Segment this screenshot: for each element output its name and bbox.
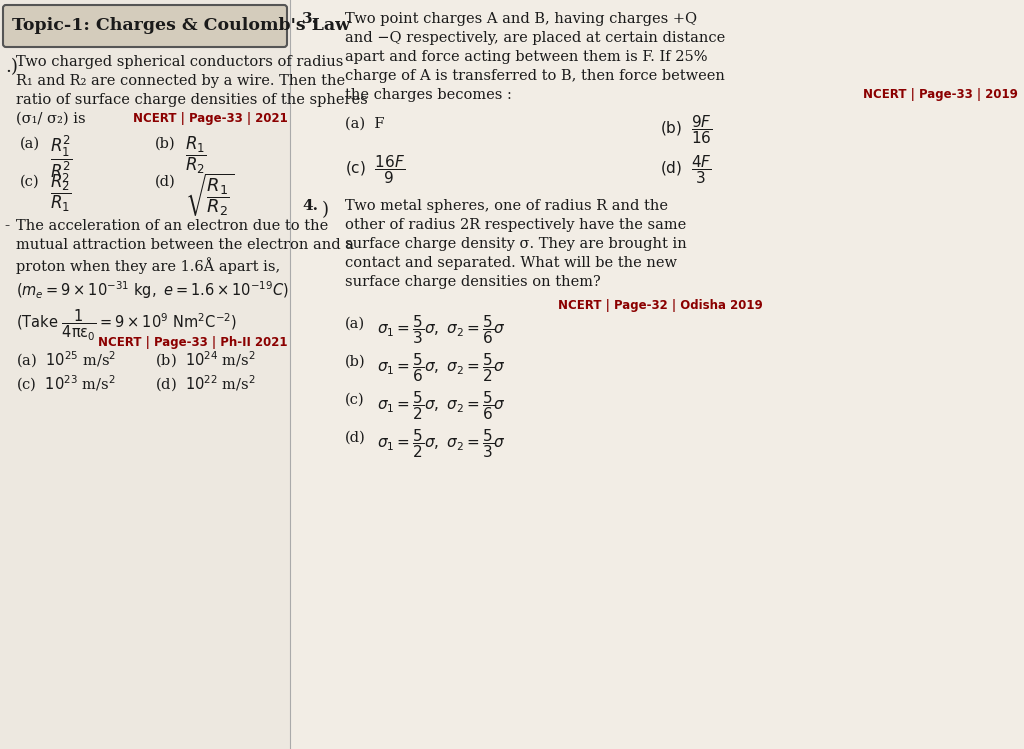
Text: NCERT | Page-33 | 2021: NCERT | Page-33 | 2021	[133, 112, 288, 125]
Text: Two point charges A and B, having charges +Q: Two point charges A and B, having charge…	[345, 12, 697, 26]
Text: apart and force acting between them is F. If 25%: apart and force acting between them is F…	[345, 50, 708, 64]
Text: (b): (b)	[155, 137, 176, 151]
Text: $\sqrt{\dfrac{R_1}{R_2}}$: $\sqrt{\dfrac{R_1}{R_2}}$	[185, 171, 234, 218]
Text: contact and separated. What will be the new: contact and separated. What will be the …	[345, 256, 677, 270]
Text: surface charge density σ. They are brought in: surface charge density σ. They are broug…	[345, 237, 687, 251]
Text: 4.: 4.	[302, 199, 318, 213]
Text: other of radius 2R respectively have the same: other of radius 2R respectively have the…	[345, 218, 686, 232]
Text: $\dfrac{R_1^2}{R_2^2}$: $\dfrac{R_1^2}{R_2^2}$	[50, 134, 73, 186]
Text: (c): (c)	[20, 175, 40, 189]
Text: $\sigma_1 = \dfrac{5}{6}\sigma,\ \sigma_2 = \dfrac{5}{2}\sigma$: $\sigma_1 = \dfrac{5}{6}\sigma,\ \sigma_…	[377, 351, 506, 383]
Bar	[0, 0, 290, 749]
Text: .): .)	[5, 58, 17, 76]
Text: Two metal spheres, one of radius R and the: Two metal spheres, one of radius R and t…	[345, 199, 668, 213]
Text: 3.: 3.	[302, 12, 318, 26]
Text: (b)  $10^{24}$ m/s$^2$: (b) $10^{24}$ m/s$^2$	[155, 350, 256, 371]
Text: (c): (c)	[345, 393, 365, 407]
Text: mutual attraction between the electron and a: mutual attraction between the electron a…	[16, 238, 354, 252]
Text: NCERT | Page-33 | 2019: NCERT | Page-33 | 2019	[863, 88, 1018, 101]
Text: $\dfrac{R_1}{R_2}$: $\dfrac{R_1}{R_2}$	[185, 135, 207, 176]
Text: NCERT | Page-33 | Ph-II 2021: NCERT | Page-33 | Ph-II 2021	[98, 336, 288, 349]
Text: (a): (a)	[20, 137, 40, 151]
Text: (d)  $\dfrac{4F}{3}$: (d) $\dfrac{4F}{3}$	[660, 153, 712, 186]
Text: R₁ and R₂ are connected by a wire. Then the: R₁ and R₂ are connected by a wire. Then …	[16, 74, 345, 88]
Text: (a): (a)	[345, 317, 366, 331]
Text: ): )	[322, 201, 329, 219]
Text: the charges becomes :: the charges becomes :	[345, 88, 512, 102]
Text: Two charged spherical conductors of radius: Two charged spherical conductors of radi…	[16, 55, 343, 69]
Text: $\mathrm{(Take\ \dfrac{1}{4\pi\varepsilon_0} = 9\times10^9\ Nm^2C^{-2})}$: $\mathrm{(Take\ \dfrac{1}{4\pi\varepsilo…	[16, 308, 238, 343]
Text: $\sigma_1 = \dfrac{5}{2}\sigma,\ \sigma_2 = \dfrac{5}{3}\sigma$: $\sigma_1 = \dfrac{5}{2}\sigma,\ \sigma_…	[377, 427, 506, 460]
FancyBboxPatch shape	[3, 5, 287, 47]
Text: (b): (b)	[345, 355, 366, 369]
Text: (d): (d)	[155, 175, 176, 189]
Text: $\sigma_1 = \dfrac{5}{2}\sigma,\ \sigma_2 = \dfrac{5}{6}\sigma$: $\sigma_1 = \dfrac{5}{2}\sigma,\ \sigma_…	[377, 389, 506, 422]
Text: (a)  F: (a) F	[345, 117, 384, 131]
Text: $\dfrac{R_2}{R_1}$: $\dfrac{R_2}{R_1}$	[50, 173, 72, 214]
Text: ratio of surface charge densities of the spheres: ratio of surface charge densities of the…	[16, 93, 368, 107]
Text: charge of A is transferred to B, then force between: charge of A is transferred to B, then fo…	[345, 69, 725, 83]
Text: The acceleration of an electron due to the: The acceleration of an electron due to t…	[16, 219, 329, 233]
Text: (a)  $10^{25}$ m/s$^2$: (a) $10^{25}$ m/s$^2$	[16, 350, 116, 371]
Text: $\sigma_1 = \dfrac{5}{3}\sigma,\ \sigma_2 = \dfrac{5}{6}\sigma$: $\sigma_1 = \dfrac{5}{3}\sigma,\ \sigma_…	[377, 313, 506, 346]
Text: proton when they are 1.6Å apart is,: proton when they are 1.6Å apart is,	[16, 257, 281, 274]
Text: (σ₁/ σ₂) is: (σ₁/ σ₂) is	[16, 112, 86, 126]
Text: NCERT | Page-32 | Odisha 2019: NCERT | Page-32 | Odisha 2019	[558, 299, 763, 312]
Bar	[290, 0, 1024, 749]
Text: (c)  $10^{23}$ m/s$^2$: (c) $10^{23}$ m/s$^2$	[16, 374, 116, 395]
Text: (c)  $\dfrac{16F}{9}$: (c) $\dfrac{16F}{9}$	[345, 153, 406, 186]
Text: and −Q respectively, are placed at certain distance: and −Q respectively, are placed at certa…	[345, 31, 725, 45]
Text: (b)  $\dfrac{9F}{16}$: (b) $\dfrac{9F}{16}$	[660, 113, 713, 146]
Text: Topic-1: Charges & Coulomb's Law: Topic-1: Charges & Coulomb's Law	[12, 17, 350, 34]
Text: (d)  $10^{22}$ m/s$^2$: (d) $10^{22}$ m/s$^2$	[155, 374, 256, 395]
Text: surface charge densities on them?: surface charge densities on them?	[345, 275, 601, 289]
Text: -: -	[4, 219, 9, 233]
Text: $(m_e = 9\times10^{-31}\ \mathrm{kg},\ e = 1.6\times10^{-19}C)$: $(m_e = 9\times10^{-31}\ \mathrm{kg},\ e…	[16, 279, 289, 300]
Text: (d): (d)	[345, 431, 366, 445]
